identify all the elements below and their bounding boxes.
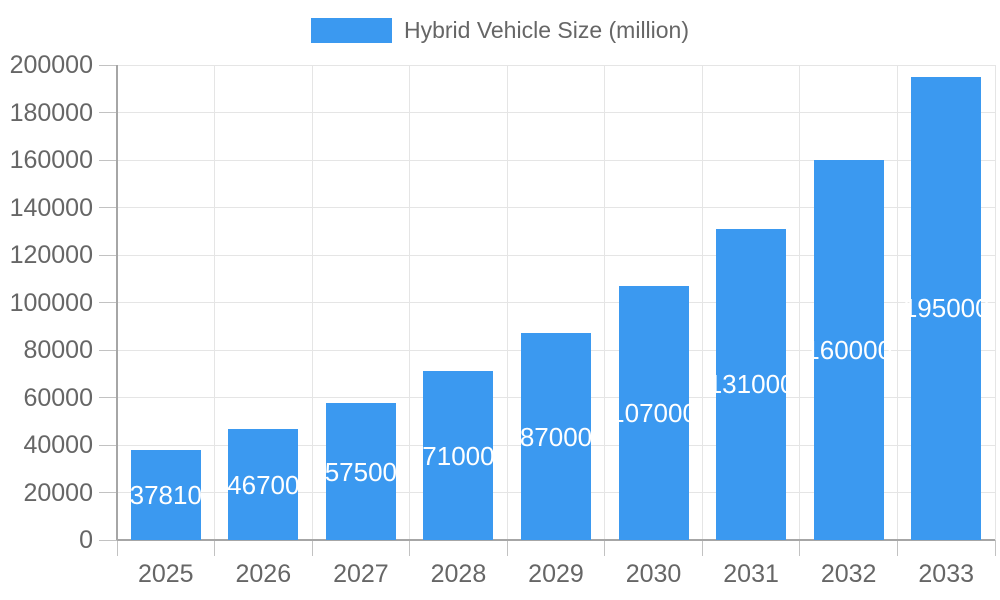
gridline-vertical [896, 65, 898, 540]
y-tick-mark [99, 539, 117, 541]
bar-2030[interactable] [619, 285, 689, 540]
legend: Hybrid Vehicle Size (million) [0, 16, 1000, 44]
x-tick-label: 2030 [625, 560, 682, 588]
x-tick-label: 2032 [820, 560, 877, 588]
gridline-horizontal [117, 207, 995, 208]
y-tick-mark [99, 349, 117, 351]
y-tick-label: 180000 [9, 98, 93, 127]
y-tick-label: 80000 [23, 336, 93, 364]
legend-label: Hybrid Vehicle Size (million) [403, 17, 690, 43]
y-tick-label: 40000 [23, 431, 93, 459]
gridline-horizontal [117, 64, 995, 66]
x-tick-label: 2026 [235, 560, 292, 588]
x-tick-label: 2027 [333, 560, 389, 588]
x-axis-line [117, 539, 995, 541]
gridline-vertical [311, 65, 313, 540]
x-tick-label: 2025 [137, 560, 194, 588]
legend-item[interactable]: Hybrid Vehicle Size (million) [310, 16, 690, 44]
gridline-vertical [994, 65, 996, 540]
gridline-vertical [409, 65, 411, 540]
gridline-vertical [214, 65, 216, 540]
y-axis-line [116, 65, 118, 540]
y-tick-label: 160000 [9, 146, 93, 174]
y-tick-mark [99, 397, 117, 398]
x-tick-mark [604, 540, 606, 556]
x-tick-mark [311, 540, 313, 556]
x-tick-mark [994, 540, 996, 556]
gridline-horizontal [117, 159, 995, 161]
y-tick-mark [99, 112, 117, 113]
gridline-vertical [701, 65, 703, 540]
x-tick-mark [214, 540, 216, 556]
y-tick-label: 200000 [9, 51, 93, 79]
x-tick-label: 2028 [430, 560, 487, 588]
bar-2031[interactable] [716, 228, 786, 540]
bar-2026[interactable] [228, 429, 298, 540]
y-tick-mark [99, 207, 117, 208]
y-tick-label: 120000 [9, 241, 93, 269]
x-tick-mark [116, 540, 118, 556]
x-tick-mark [896, 540, 898, 556]
x-tick-mark [799, 540, 801, 556]
x-tick-mark [701, 540, 703, 556]
gridline-horizontal [117, 254, 995, 256]
gridline-horizontal [117, 302, 995, 303]
gridline-horizontal [117, 112, 995, 113]
gridline-vertical [604, 65, 606, 540]
y-tick-label: 20000 [23, 478, 93, 507]
gridline-vertical [506, 65, 508, 540]
bar-2028[interactable] [423, 371, 493, 540]
legend-swatch-icon [310, 17, 392, 43]
y-tick-mark [99, 444, 117, 446]
y-tick-label: 0 [79, 526, 93, 554]
gridline-vertical [799, 65, 801, 540]
x-tick-label: 2033 [918, 560, 975, 588]
bar-2029[interactable] [521, 333, 591, 540]
x-tick-label: 2029 [528, 560, 584, 588]
y-tick-label: 100000 [9, 288, 93, 317]
x-tick-label: 2031 [723, 560, 779, 588]
x-tick-mark [409, 540, 411, 556]
bar-2032[interactable] [814, 160, 884, 540]
x-tick-mark [506, 540, 508, 556]
y-tick-label: 60000 [23, 383, 93, 412]
y-tick-mark [99, 64, 117, 66]
bar-2033[interactable] [911, 76, 981, 540]
y-tick-mark [99, 302, 117, 303]
y-tick-mark [99, 159, 117, 161]
y-tick-label: 140000 [9, 193, 93, 222]
bar-2027[interactable] [326, 403, 396, 540]
bar-2025[interactable] [131, 450, 201, 540]
y-tick-mark [99, 254, 117, 256]
y-tick-mark [99, 492, 117, 493]
